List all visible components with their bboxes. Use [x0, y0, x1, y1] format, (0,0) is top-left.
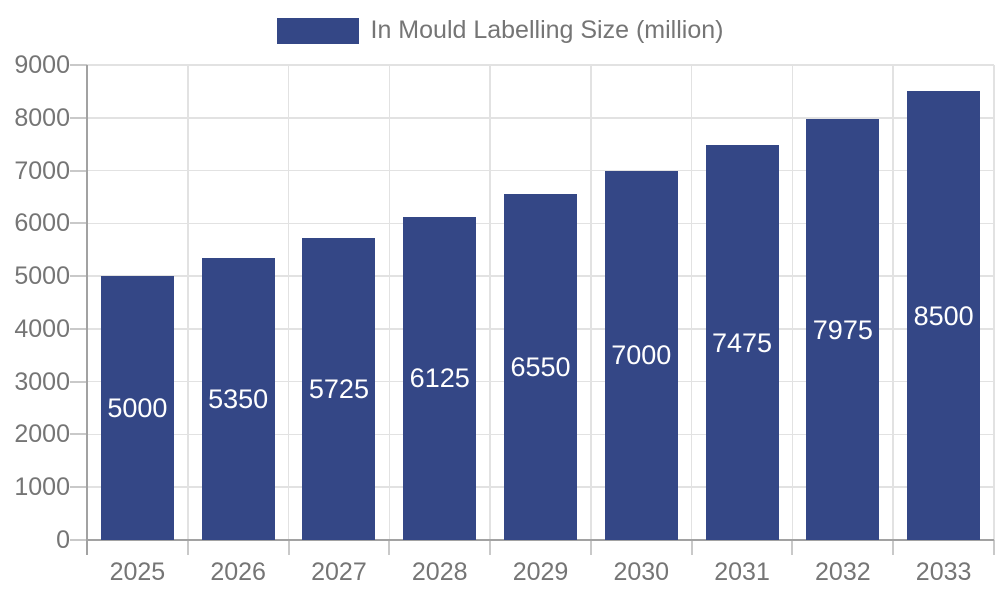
bar-2027[interactable] [302, 237, 376, 540]
x-axis-tick [388, 540, 391, 555]
y-axis-tick [70, 222, 87, 225]
gridline-vertical [590, 65, 592, 540]
x-axis-tick [690, 540, 693, 555]
bar-2032[interactable] [806, 119, 880, 540]
x-axis-tick [892, 540, 895, 555]
y-axis-label: 6000 [14, 209, 70, 238]
gridline-vertical [892, 65, 894, 540]
y-axis-tick [70, 486, 87, 489]
y-axis-tick [70, 169, 87, 172]
gridline-vertical [187, 65, 189, 540]
gridline-vertical [690, 65, 693, 540]
gridline-vertical [489, 65, 491, 540]
x-axis-tick [489, 540, 492, 555]
gridline-horizontal [87, 169, 994, 172]
gridline-vertical [993, 65, 995, 540]
y-axis-label: 1000 [14, 473, 70, 502]
y-axis-label: 7000 [14, 156, 70, 185]
y-axis-tick [70, 380, 87, 383]
bar-value-label: 7475 [712, 327, 773, 358]
bar-2030[interactable] [604, 170, 678, 540]
legend-item[interactable]: In Mould Labelling Size (million) [276, 16, 724, 45]
bar-2025[interactable] [100, 276, 174, 540]
bar-2033[interactable] [907, 91, 981, 540]
y-axis-tick [70, 64, 87, 66]
bar-value-label: 6125 [409, 363, 470, 394]
y-axis-label: 0 [56, 526, 70, 554]
bar-value-label: 5000 [107, 393, 168, 424]
y-axis-label: 8000 [14, 103, 70, 132]
y-axis-label: 9000 [14, 51, 70, 79]
y-axis-label: 3000 [14, 367, 70, 396]
y-axis-label: 2000 [14, 420, 70, 449]
legend-label: In Mould Labelling Size (million) [370, 16, 724, 44]
legend-swatch [276, 17, 359, 44]
bar-value-label: 6550 [510, 352, 571, 383]
gridline-vertical [791, 65, 794, 540]
y-axis-label: 4000 [14, 314, 70, 343]
gridline-horizontal [87, 64, 994, 66]
x-axis-tick [791, 540, 794, 555]
gridline-vertical [388, 65, 391, 540]
x-axis-tick [993, 540, 995, 555]
y-axis-line [85, 65, 88, 555]
x-axis-label: 2026 [210, 558, 266, 586]
bar-2026[interactable] [201, 257, 275, 540]
bar-value-label: 7975 [812, 314, 873, 345]
y-axis-tick [70, 539, 87, 541]
bar-2031[interactable] [705, 145, 779, 540]
y-axis-tick [70, 327, 87, 330]
bar-value-label: 7000 [611, 340, 672, 371]
x-axis-label: 2027 [311, 558, 367, 586]
bar-value-label: 8500 [913, 300, 974, 331]
x-axis-tick [589, 540, 592, 555]
y-axis-tick [70, 116, 87, 119]
x-axis-tick [287, 540, 290, 555]
bar-value-label: 5725 [308, 373, 369, 404]
gridline-horizontal [87, 117, 994, 119]
bar-2028[interactable] [403, 216, 477, 540]
x-axis-line [85, 539, 994, 541]
y-axis-tick [70, 433, 87, 436]
y-axis-tick [70, 275, 87, 278]
x-axis-label: 2031 [714, 558, 770, 586]
legend: In Mould Labelling Size (million) [0, 16, 1000, 45]
x-axis-label: 2032 [815, 558, 871, 586]
bar-value-label: 5350 [208, 383, 269, 414]
x-axis-label: 2029 [512, 558, 569, 586]
x-axis-tick [186, 540, 189, 555]
x-axis-label: 2025 [109, 558, 166, 586]
y-axis-label: 5000 [14, 262, 70, 291]
gridline-vertical [287, 65, 290, 540]
x-axis-label: 2028 [411, 558, 468, 586]
bar-2029[interactable] [504, 194, 577, 540]
x-axis-label: 2030 [613, 558, 670, 586]
x-axis-label: 2033 [915, 558, 972, 586]
